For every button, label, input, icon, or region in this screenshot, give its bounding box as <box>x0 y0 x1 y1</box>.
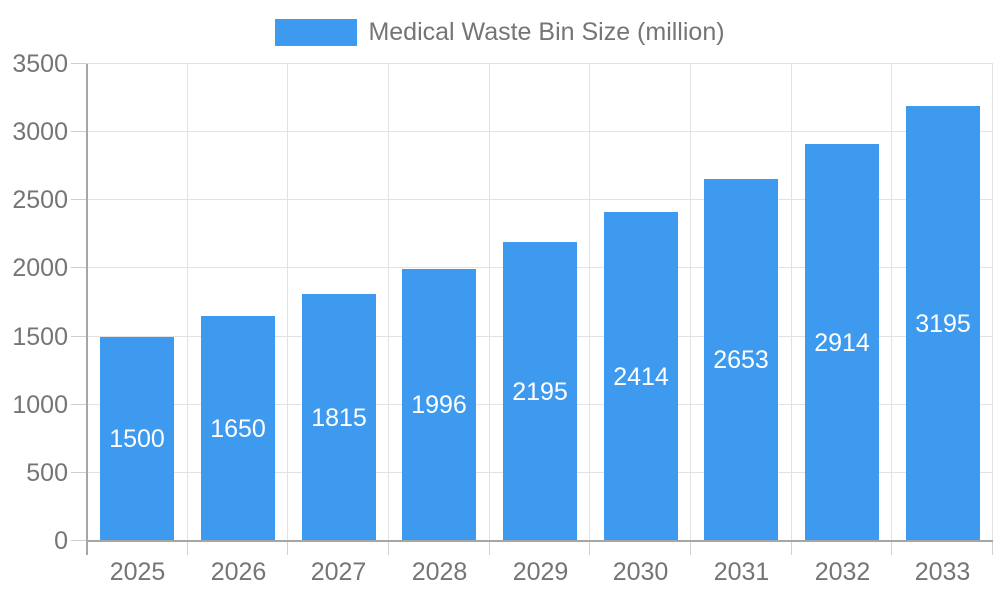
x-axis-tick <box>489 541 490 555</box>
x-axis-tick <box>891 541 892 555</box>
v-gridline <box>489 64 490 541</box>
legend-swatch-icon <box>275 19 358 46</box>
bar-value-label: 2414 <box>613 362 669 391</box>
h-gridline <box>87 131 993 132</box>
x-axis-label: 2028 <box>411 558 468 586</box>
v-gridline <box>992 64 993 541</box>
y-axis-tick <box>71 131 87 132</box>
y-axis-tick <box>71 404 87 405</box>
bar-2032: 2914 <box>805 144 879 541</box>
x-axis-tick <box>287 541 288 555</box>
y-axis-line <box>86 64 88 555</box>
v-gridline <box>388 64 389 541</box>
y-axis-tick <box>71 267 87 268</box>
h-gridline <box>87 63 993 64</box>
x-axis-label: 2032 <box>814 558 871 586</box>
x-axis-tick <box>388 541 389 555</box>
v-gridline <box>187 64 188 541</box>
y-axis-tick <box>71 63 87 64</box>
bar-value-label: 2195 <box>512 377 568 406</box>
y-axis-labels: 0 500 1000 1500 2000 2500 3000 3500 <box>0 51 68 554</box>
y-axis-tick <box>71 472 87 473</box>
x-axis-label: 2027 <box>310 558 367 586</box>
x-axis-label: 2029 <box>512 558 569 586</box>
y-axis-label: 3000 <box>12 118 68 147</box>
bar-value-label: 2653 <box>713 346 769 374</box>
x-axis-labels: 2025 2026 2027 2028 2029 2030 2031 2032 2033 <box>87 558 993 588</box>
x-axis-label: 2031 <box>713 558 770 586</box>
x-axis-tick <box>187 541 188 555</box>
legend-label: Medical Waste Bin Size (million) <box>368 18 725 46</box>
v-gridline <box>791 64 792 541</box>
y-axis-label: 1000 <box>12 390 68 419</box>
v-gridline <box>287 64 288 541</box>
x-axis-tick <box>791 541 792 555</box>
bar-2026: 1650 <box>201 316 275 541</box>
bar-2029: 2195 <box>503 242 577 541</box>
y-axis-label: 2500 <box>12 186 68 215</box>
x-axis-tick <box>589 541 590 555</box>
legend-item-medical-waste-bin-size[interactable]: Medical Waste Bin Size (million) <box>275 18 725 46</box>
bar-value-label: 1996 <box>411 391 467 419</box>
bar-value-label: 2914 <box>814 328 870 357</box>
bar-value-label: 3195 <box>915 309 971 338</box>
y-axis-label: 1500 <box>12 322 68 351</box>
y-axis-label: 0 <box>54 527 68 555</box>
v-gridline <box>891 64 892 541</box>
bar-2027: 1815 <box>302 294 376 541</box>
bar-2033: 3195 <box>906 106 980 541</box>
bar-2031: 2653 <box>704 179 778 541</box>
v-gridline <box>589 64 590 541</box>
x-axis-label: 2026 <box>210 558 267 586</box>
y-axis-label: 500 <box>26 458 68 487</box>
v-gridline <box>690 64 691 541</box>
x-axis-tick <box>690 541 691 555</box>
bar-2028: 1996 <box>402 269 476 541</box>
y-axis-tick <box>71 540 87 541</box>
bar-2025: 1500 <box>100 337 174 541</box>
plot-area: 1500 1650 1815 1996 2195 2414 2653 2914 3195 <box>71 63 993 555</box>
x-axis-label: 2030 <box>612 558 669 586</box>
y-axis-label: 2000 <box>12 254 68 283</box>
bar-value-label: 1500 <box>109 425 165 453</box>
legend: Medical Waste Bin Size (million) <box>0 19 1000 46</box>
y-axis-tick <box>71 199 87 200</box>
bar-2030: 2414 <box>604 212 678 541</box>
x-axis-label: 2033 <box>914 558 971 586</box>
y-axis-label: 3500 <box>12 50 68 78</box>
bar-value-label: 1815 <box>311 403 367 432</box>
x-axis-tick <box>992 541 993 555</box>
bar-value-label: 1650 <box>210 414 266 443</box>
h-gridline <box>87 199 993 200</box>
x-axis-line <box>87 540 993 542</box>
y-axis-tick <box>71 336 87 337</box>
x-axis-label: 2025 <box>109 558 166 586</box>
